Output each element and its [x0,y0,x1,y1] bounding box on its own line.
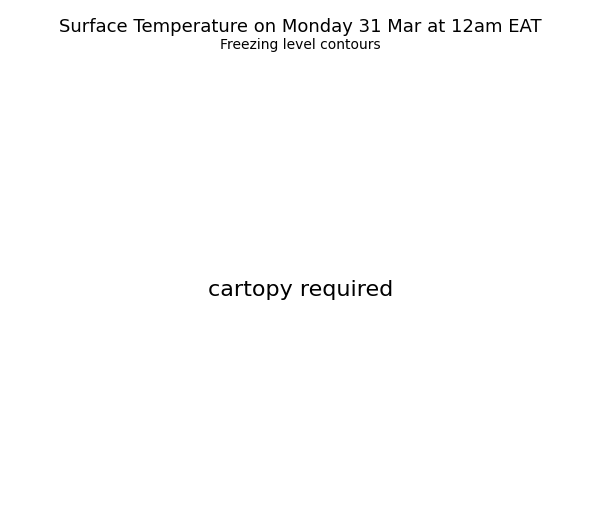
Text: cartopy required: cartopy required [208,281,393,300]
Text: Freezing level contours: Freezing level contours [220,38,381,52]
Text: Surface Temperature on Monday 31 Mar at 12am EAT: Surface Temperature on Monday 31 Mar at … [59,18,542,36]
